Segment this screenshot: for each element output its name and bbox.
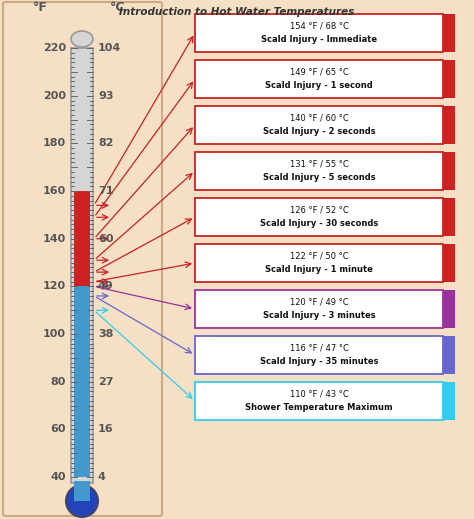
Bar bbox=[443, 14, 455, 52]
Circle shape bbox=[66, 485, 98, 517]
Text: 116 °F / 47 °C: 116 °F / 47 °C bbox=[290, 344, 348, 352]
Text: 93: 93 bbox=[98, 91, 113, 101]
Text: 131 °F / 55 °C: 131 °F / 55 °C bbox=[290, 159, 348, 169]
Bar bbox=[443, 198, 455, 236]
Text: 110 °F / 43 °C: 110 °F / 43 °C bbox=[290, 389, 348, 399]
Text: 60: 60 bbox=[51, 425, 66, 434]
Text: 71: 71 bbox=[98, 186, 113, 196]
Bar bbox=[74, 286, 90, 477]
Text: 16: 16 bbox=[98, 425, 114, 434]
Bar bbox=[443, 290, 455, 328]
Text: 100: 100 bbox=[43, 329, 66, 339]
Text: 120 °F / 49 °C: 120 °F / 49 °C bbox=[290, 297, 348, 307]
Bar bbox=[443, 106, 455, 144]
Bar bbox=[195, 106, 443, 144]
Text: Scald Injury - 30 seconds: Scald Injury - 30 seconds bbox=[260, 220, 378, 228]
Text: °C: °C bbox=[110, 1, 126, 14]
Text: 49: 49 bbox=[98, 281, 114, 291]
Text: Scald Injury - 3 minutes: Scald Injury - 3 minutes bbox=[263, 311, 375, 321]
Text: 122 °F / 50 °C: 122 °F / 50 °C bbox=[290, 252, 348, 261]
Text: Scald Injury - 2 seconds: Scald Injury - 2 seconds bbox=[263, 128, 375, 136]
Bar bbox=[74, 481, 90, 501]
Text: Scald Injury - Immediate: Scald Injury - Immediate bbox=[261, 35, 377, 45]
Text: Introduction to Hot Water Temperatures: Introduction to Hot Water Temperatures bbox=[119, 7, 355, 17]
Text: 160: 160 bbox=[43, 186, 66, 196]
Text: 82: 82 bbox=[98, 139, 113, 148]
Bar bbox=[195, 60, 443, 98]
Bar bbox=[443, 244, 455, 282]
Text: 120: 120 bbox=[43, 281, 66, 291]
Text: Scald Injury - 1 minute: Scald Injury - 1 minute bbox=[265, 266, 373, 275]
Text: 4: 4 bbox=[98, 472, 106, 482]
Bar bbox=[195, 152, 443, 190]
Text: 80: 80 bbox=[51, 377, 66, 387]
Text: 154 °F / 68 °C: 154 °F / 68 °C bbox=[290, 21, 348, 31]
Bar bbox=[443, 152, 455, 190]
Text: 140: 140 bbox=[43, 234, 66, 244]
Text: 40: 40 bbox=[51, 472, 66, 482]
Bar bbox=[74, 191, 90, 286]
Text: °F: °F bbox=[33, 1, 47, 14]
Bar bbox=[443, 336, 455, 374]
Bar bbox=[443, 60, 455, 98]
Text: 27: 27 bbox=[98, 377, 113, 387]
Text: 38: 38 bbox=[98, 329, 113, 339]
Text: 220: 220 bbox=[43, 43, 66, 53]
Bar bbox=[443, 382, 455, 420]
Text: 126 °F / 52 °C: 126 °F / 52 °C bbox=[290, 206, 348, 214]
Text: Shower Temperature Maximum: Shower Temperature Maximum bbox=[245, 403, 393, 413]
Text: Scald Injury - 35 minutes: Scald Injury - 35 minutes bbox=[260, 358, 378, 366]
Ellipse shape bbox=[71, 31, 93, 47]
Bar bbox=[195, 382, 443, 420]
Bar bbox=[195, 14, 443, 52]
FancyBboxPatch shape bbox=[3, 2, 162, 516]
Bar bbox=[71, 48, 93, 483]
Text: Scald Injury - 5 seconds: Scald Injury - 5 seconds bbox=[263, 173, 375, 183]
Text: 104: 104 bbox=[98, 43, 121, 53]
Text: Scald Injury - 1 second: Scald Injury - 1 second bbox=[265, 81, 373, 90]
Bar bbox=[195, 198, 443, 236]
Text: 149 °F / 65 °C: 149 °F / 65 °C bbox=[290, 67, 348, 76]
Bar bbox=[195, 336, 443, 374]
Text: 200: 200 bbox=[43, 91, 66, 101]
Bar bbox=[195, 290, 443, 328]
Bar bbox=[195, 244, 443, 282]
Text: 180: 180 bbox=[43, 139, 66, 148]
Text: 140 °F / 60 °C: 140 °F / 60 °C bbox=[290, 114, 348, 122]
Text: 60: 60 bbox=[98, 234, 113, 244]
